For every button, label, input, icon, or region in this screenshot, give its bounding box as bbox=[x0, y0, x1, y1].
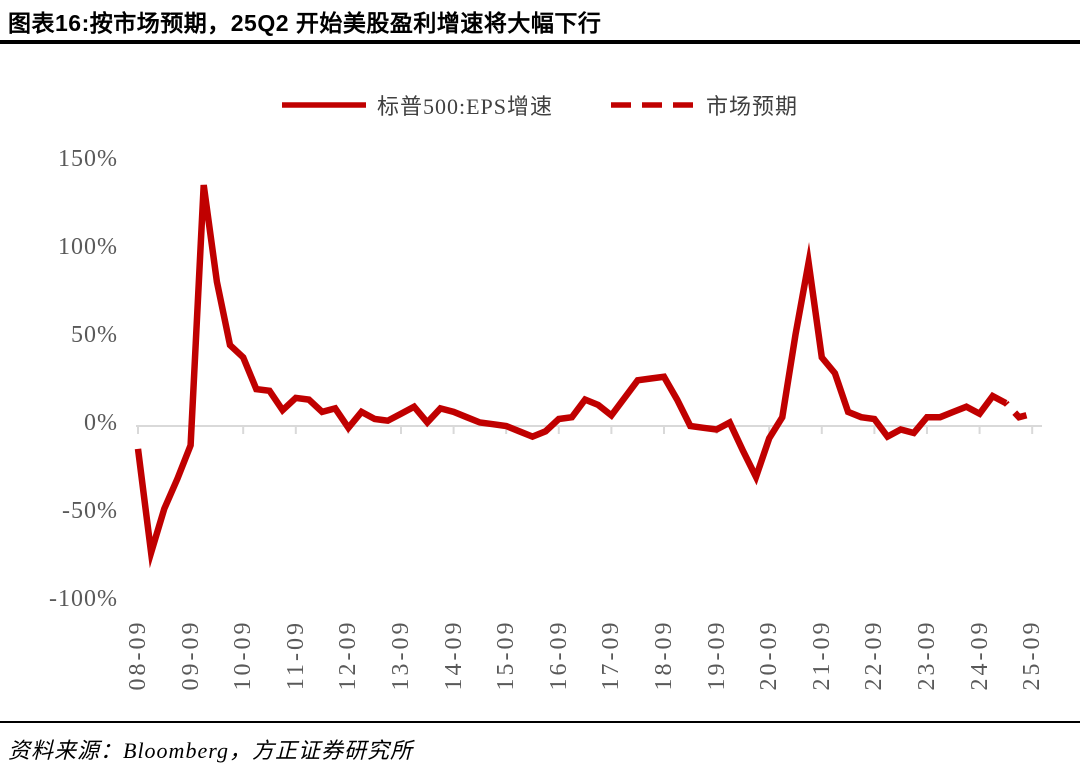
source-divider bbox=[0, 721, 1080, 723]
x-axis-tick-label: 11-09 bbox=[282, 619, 309, 691]
y-axis-tick-label: 150% bbox=[58, 146, 118, 173]
x-axis-tick-label: 12-09 bbox=[335, 619, 362, 691]
legend-label-sp500-eps: 标普500:EPS增速 bbox=[376, 94, 553, 119]
legend-item-forecast: 市场预期 bbox=[611, 89, 798, 121]
y-axis-tick-label: 50% bbox=[71, 322, 118, 349]
legend: 标普500:EPS增速 市场预期 bbox=[0, 90, 1080, 120]
y-axis-tick-label: 0% bbox=[84, 410, 118, 436]
figure-title: 图表16:按市场预期，25Q2 开始美股盈利增速将大幅下行 bbox=[8, 10, 602, 36]
dashed-line-swatch bbox=[611, 102, 695, 108]
x-axis-tick-label: 24-09 bbox=[966, 619, 993, 691]
forecast-series-line bbox=[1003, 400, 1034, 421]
x-axis-tick-label: 21-09 bbox=[808, 619, 835, 691]
source-note: 资料来源：Bloomberg，方正证券研究所 bbox=[8, 738, 413, 763]
x-axis-tick-label: 15-09 bbox=[493, 619, 520, 691]
title-underline bbox=[0, 40, 1080, 44]
x-axis-tick-label: 22-09 bbox=[861, 619, 888, 691]
x-axis-tick-label: 16-09 bbox=[545, 619, 572, 691]
x-axis-tick-label: 19-09 bbox=[703, 619, 730, 691]
y-axis-tick-label: -50% bbox=[62, 497, 118, 524]
x-axis-tick-label: 13-09 bbox=[387, 619, 414, 691]
x-axis-tick-label: 17-09 bbox=[598, 619, 625, 691]
x-axis-tick-label: 08-09 bbox=[125, 619, 151, 691]
x-axis-tick-label: 09-09 bbox=[177, 619, 204, 691]
legend-item-sp500-eps: 标普500:EPS增速 bbox=[281, 89, 553, 121]
x-axis-tick-label: 20-09 bbox=[756, 619, 783, 691]
x-axis-tick-label: 23-09 bbox=[913, 619, 940, 691]
solid-line-swatch bbox=[281, 102, 366, 108]
eps-growth-series-line bbox=[134, 184, 1008, 569]
x-axis-tick-label: 10-09 bbox=[230, 619, 257, 691]
x-axis-tick-label: 25-09 bbox=[1019, 619, 1046, 691]
legend-label-forecast: 市场预期 bbox=[706, 94, 799, 119]
x-axis-tick-label: 14-09 bbox=[440, 619, 467, 691]
x-axis-tick-label: 18-09 bbox=[650, 619, 677, 691]
y-axis-tick-label: 100% bbox=[58, 234, 118, 261]
y-axis-tick-label: -100% bbox=[49, 585, 118, 612]
